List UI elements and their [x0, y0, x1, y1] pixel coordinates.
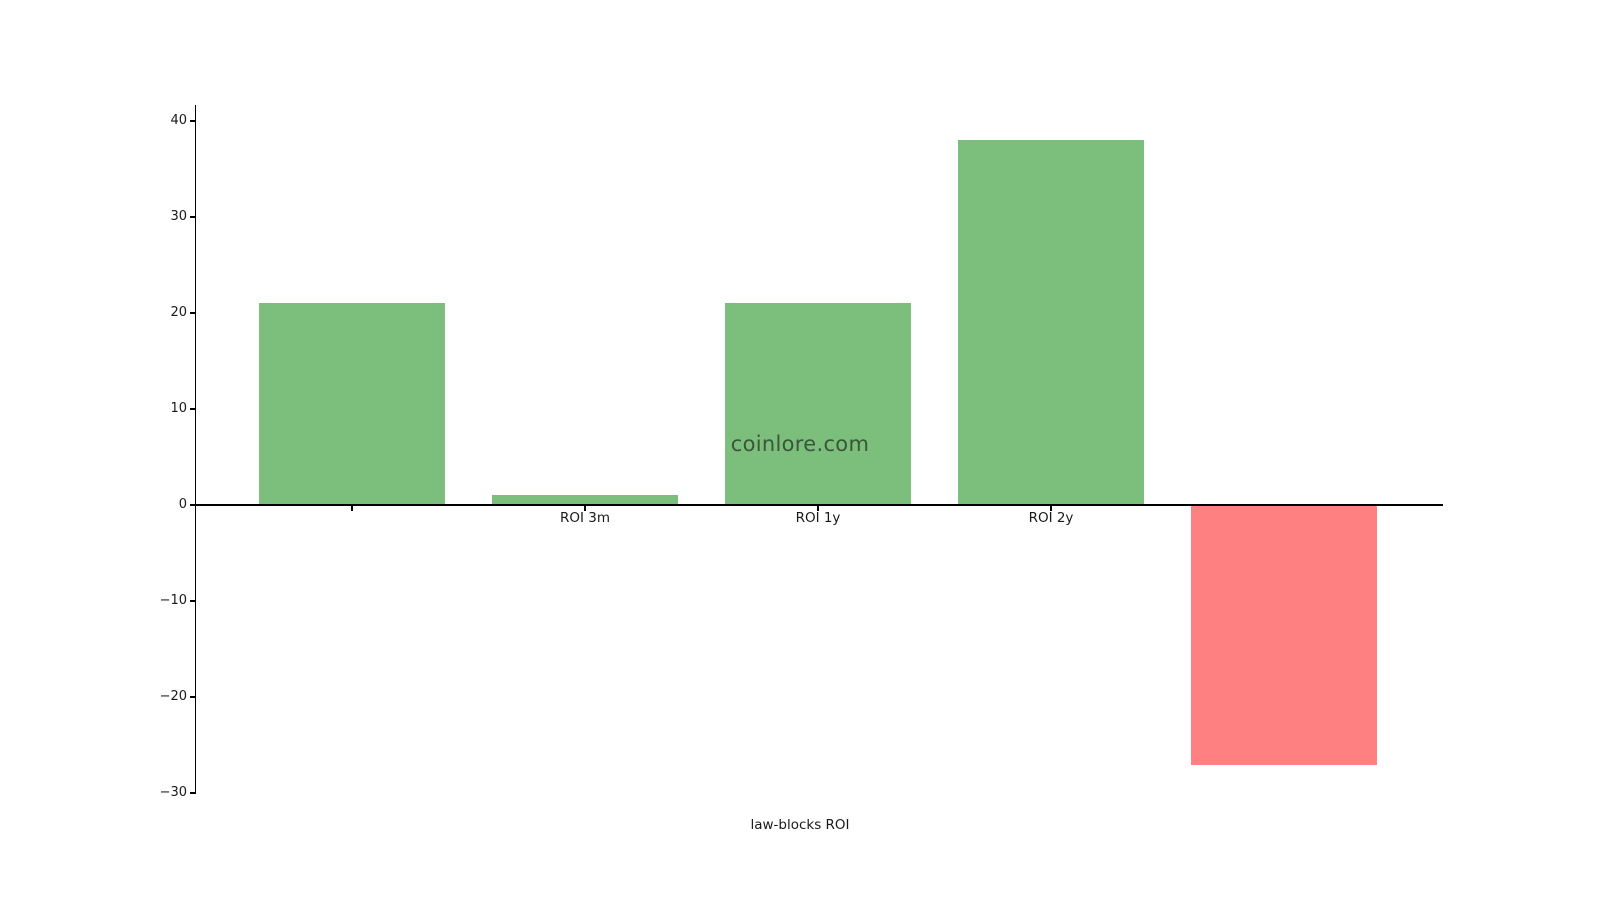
y-axis-line: [195, 105, 197, 793]
bar-roi-3m: [492, 495, 678, 505]
x-tick-mark: [584, 505, 586, 511]
y-tick-label: 10: [170, 401, 187, 416]
x-tick-mark: [1050, 505, 1052, 511]
y-tick-mark: [189, 504, 196, 506]
y-tick-label: 20: [170, 305, 187, 320]
bar-series-4: [1191, 506, 1377, 766]
y-tick-mark: [189, 216, 196, 218]
x-tick-label: ROI 3m: [559, 510, 611, 526]
y-tick-label: −10: [159, 593, 187, 608]
bar-roi-1y: [725, 303, 911, 505]
y-tick-label: 30: [170, 209, 187, 224]
bar-series-0: [259, 303, 445, 505]
x-tick-label: ROI 2y: [1028, 510, 1074, 526]
y-tick-label: 0: [178, 497, 187, 512]
chart-xlabel: law-blocks ROI: [750, 817, 850, 833]
x-axis-line: [196, 504, 1443, 506]
x-tick-label: ROI 1y: [795, 510, 841, 526]
bar-roi-2y: [958, 140, 1144, 505]
x-tick-mark: [817, 505, 819, 511]
y-tick-label: −30: [159, 785, 187, 800]
x-tick-mark: [351, 505, 353, 511]
y-tick-mark: [189, 408, 196, 410]
y-tick-mark: [189, 600, 196, 602]
y-tick-label: −20: [159, 689, 187, 704]
watermark: coinlore.com: [730, 432, 870, 456]
y-tick-label: 40: [170, 113, 187, 128]
y-tick-mark: [189, 120, 196, 122]
y-tick-mark: [189, 696, 196, 698]
y-tick-mark: [189, 792, 196, 794]
x-tick-label: [272, 509, 432, 527]
y-tick-mark: [189, 312, 196, 314]
